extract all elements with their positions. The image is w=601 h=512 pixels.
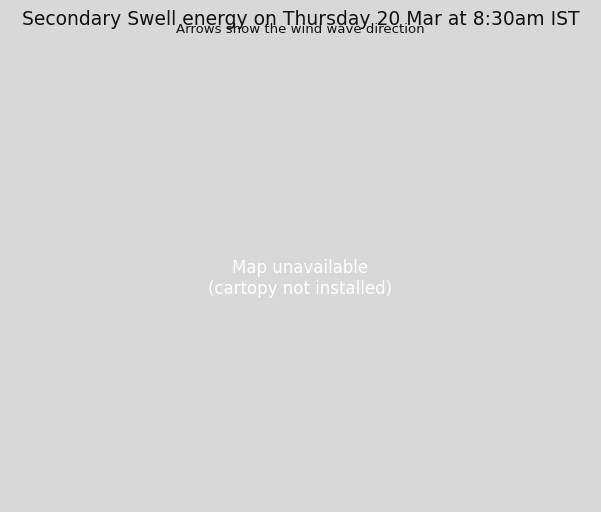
Text: Map unavailable
(cartopy not installed): Map unavailable (cartopy not installed) xyxy=(209,259,392,298)
Text: Arrows show the wind wave direction: Arrows show the wind wave direction xyxy=(176,23,425,36)
Text: Secondary Swell energy on Thursday 20 Mar at 8:30am IST: Secondary Swell energy on Thursday 20 Ma… xyxy=(22,10,579,29)
